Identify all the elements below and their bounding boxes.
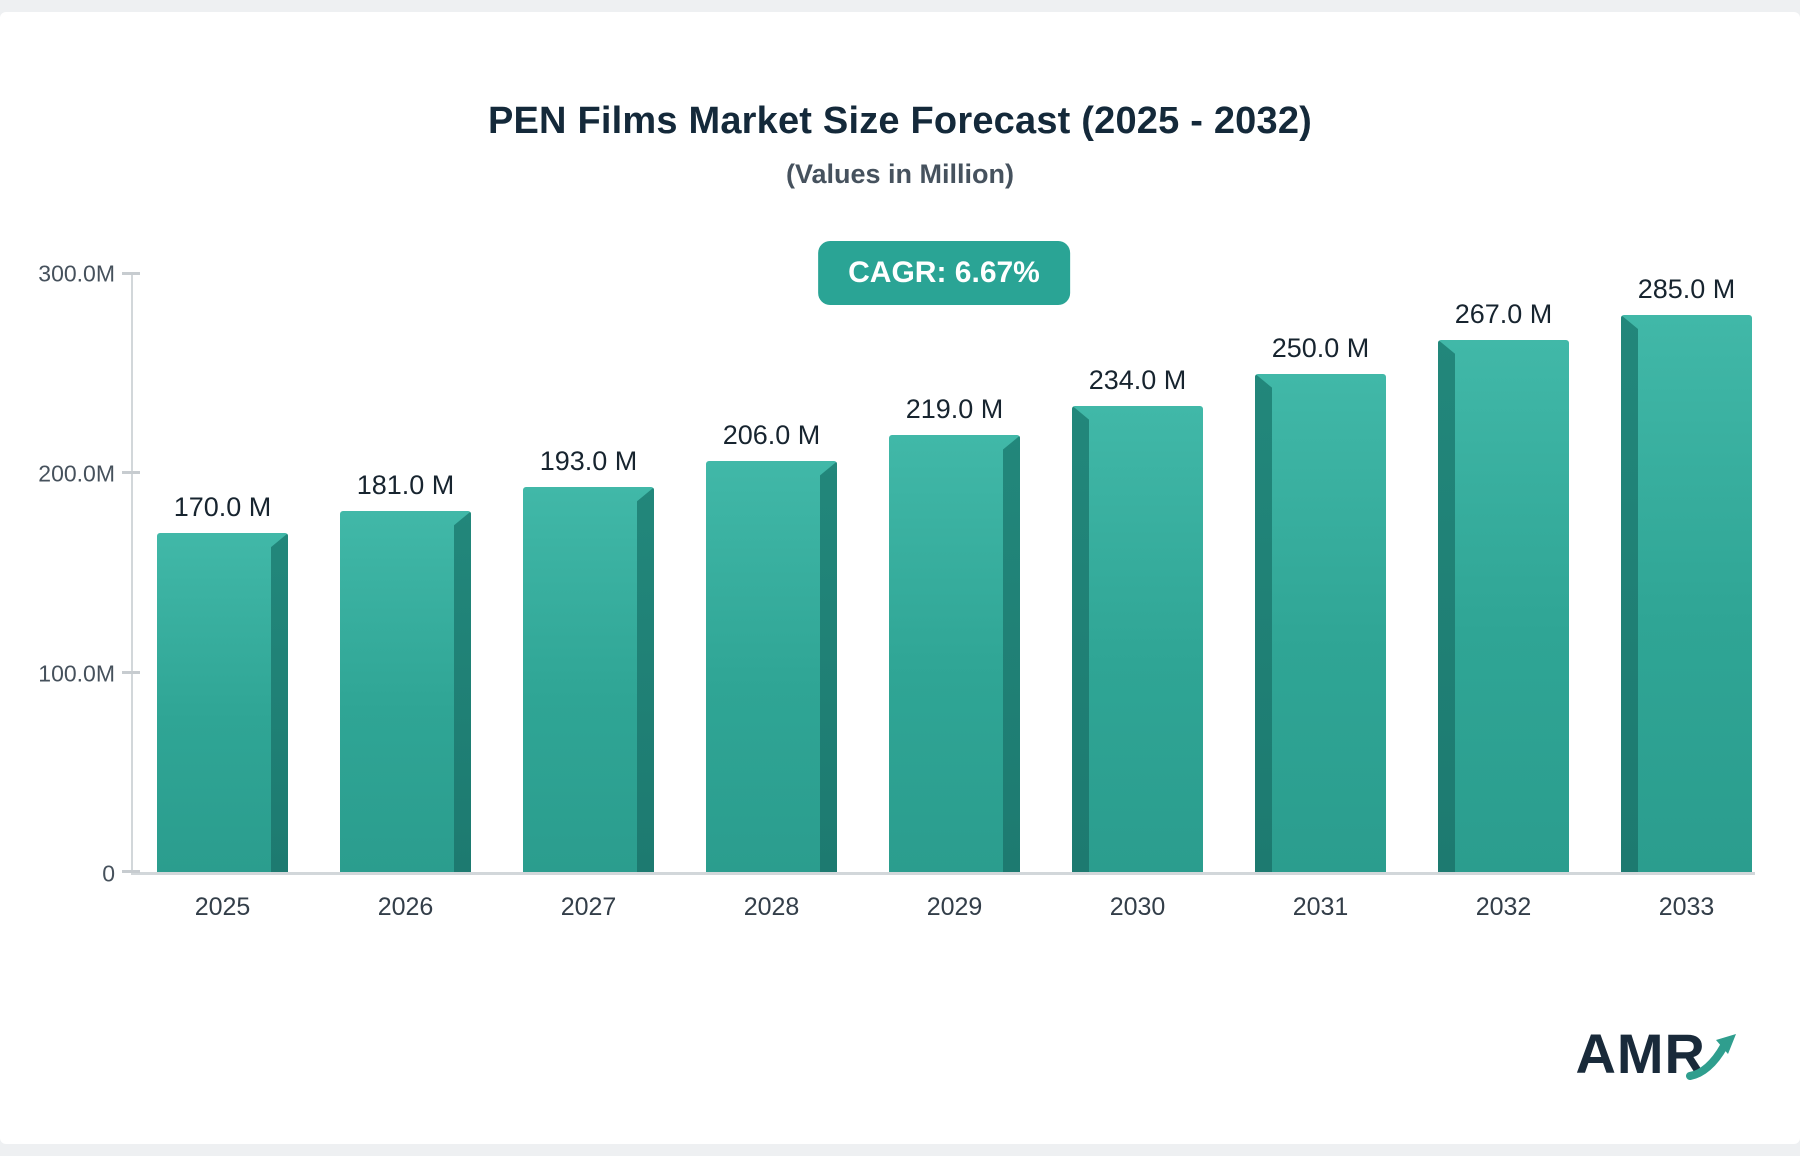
cagr-badge: CAGR: 6.67%	[818, 241, 1070, 305]
bar-column: 193.0 M	[523, 274, 654, 872]
bar-side-face	[637, 487, 654, 872]
bar-value-label: 250.0 M	[1271, 332, 1370, 363]
x-axis-rest: 2025 2026 2027 2028 2029 2030 2031 2032 2033	[133, 875, 1755, 922]
bar	[157, 533, 288, 872]
x-tick-label: 2029	[926, 893, 983, 921]
bar-side-face	[271, 533, 288, 872]
x-axis: 2025 2026 2027 2028 2029 2030 2031 2032 2033	[45, 875, 1755, 922]
bar-value-label: 181.0 M	[356, 470, 455, 501]
y-axis-tick-mark	[122, 870, 140, 873]
chart-title: PEN Films Market Size Forecast (2025 - 2…	[487, 100, 1313, 142]
bar-column: 219.0 M	[889, 274, 1020, 872]
bar	[889, 435, 1020, 872]
x-tick-label: 2032	[1475, 893, 1532, 921]
bar-side-face	[1621, 315, 1638, 872]
bar	[706, 461, 837, 872]
y-axis-tick-mark	[122, 471, 140, 475]
amr-logo-text: AMR	[1575, 1022, 1706, 1085]
plot-area: CAGR: 6.67% 170.0 M 181.0 M 193.0 M 206.0 M…	[122, 241, 1755, 875]
bar-value-label: 234.0 M	[1088, 364, 1187, 395]
x-tick-label: 2025	[194, 893, 251, 921]
x-axis-labels: 2025 2026 2027 2028 2029 2030 2031 2032 2033	[133, 893, 1755, 922]
bar-value-label: 285.0 M	[1637, 274, 1736, 304]
bar-side-face	[1072, 405, 1089, 872]
y-tick-label: 100.0M	[38, 660, 115, 687]
bar	[523, 487, 654, 872]
bar	[1438, 339, 1569, 872]
bar-value-label: 170.0 M	[173, 492, 272, 523]
bar-value-label: 206.0 M	[722, 420, 821, 451]
chart-subtitle: (Values in Million)	[785, 159, 1015, 189]
bar-column: 170.0 M	[157, 274, 288, 872]
x-tick-label: 2027	[560, 893, 617, 921]
x-axis-spacer	[45, 875, 133, 922]
amr-logo: AMR	[1575, 1021, 1738, 1086]
bar-value-label: 219.0 M	[905, 394, 1004, 425]
bar-side-face	[454, 511, 471, 872]
bar-column: 267.0 M	[1438, 274, 1569, 872]
y-tick-label: 200.0M	[38, 460, 115, 487]
growth-arrow-icon	[1686, 1033, 1736, 1080]
bar-side-face	[1255, 373, 1272, 872]
bar-value-label: 267.0 M	[1454, 298, 1553, 329]
bar-column: 250.0 M	[1255, 274, 1386, 872]
bar	[1621, 315, 1752, 872]
bar-side-face	[1438, 339, 1455, 872]
bar-column: 206.0 M	[706, 274, 837, 872]
bar	[340, 511, 471, 872]
y-axis-tick-mark	[122, 670, 140, 674]
bar-side-face	[820, 461, 837, 872]
bar-column: 181.0 M	[340, 274, 471, 872]
bars: 170.0 M 181.0 M 193.0 M 206.0 M 219.0 M 234.0…	[133, 274, 1755, 872]
y-axis: 300.0M 200.0M 100.0M 0	[38, 261, 131, 887]
bar-column: 234.0 M	[1072, 274, 1203, 872]
x-tick-label: 2031	[1292, 893, 1349, 921]
x-tick-label: 2033	[1658, 893, 1715, 921]
y-tick-label: 0	[102, 860, 115, 887]
x-tick-label: 2028	[743, 893, 800, 921]
y-axis-tick-mark	[122, 272, 140, 275]
y-tick-label: 300.0M	[38, 260, 115, 287]
bar-side-face	[1003, 435, 1020, 872]
bar-value-label: 193.0 M	[539, 446, 638, 477]
x-tick-label: 2026	[377, 893, 434, 921]
x-tick-label: 2030	[1109, 893, 1166, 921]
bar	[1072, 405, 1203, 872]
bar	[1255, 373, 1386, 872]
chart-card: PEN Films Market Size Forecast (2025 - 2…	[0, 12, 1800, 1144]
bar-column: 285.0 M	[1621, 274, 1752, 872]
